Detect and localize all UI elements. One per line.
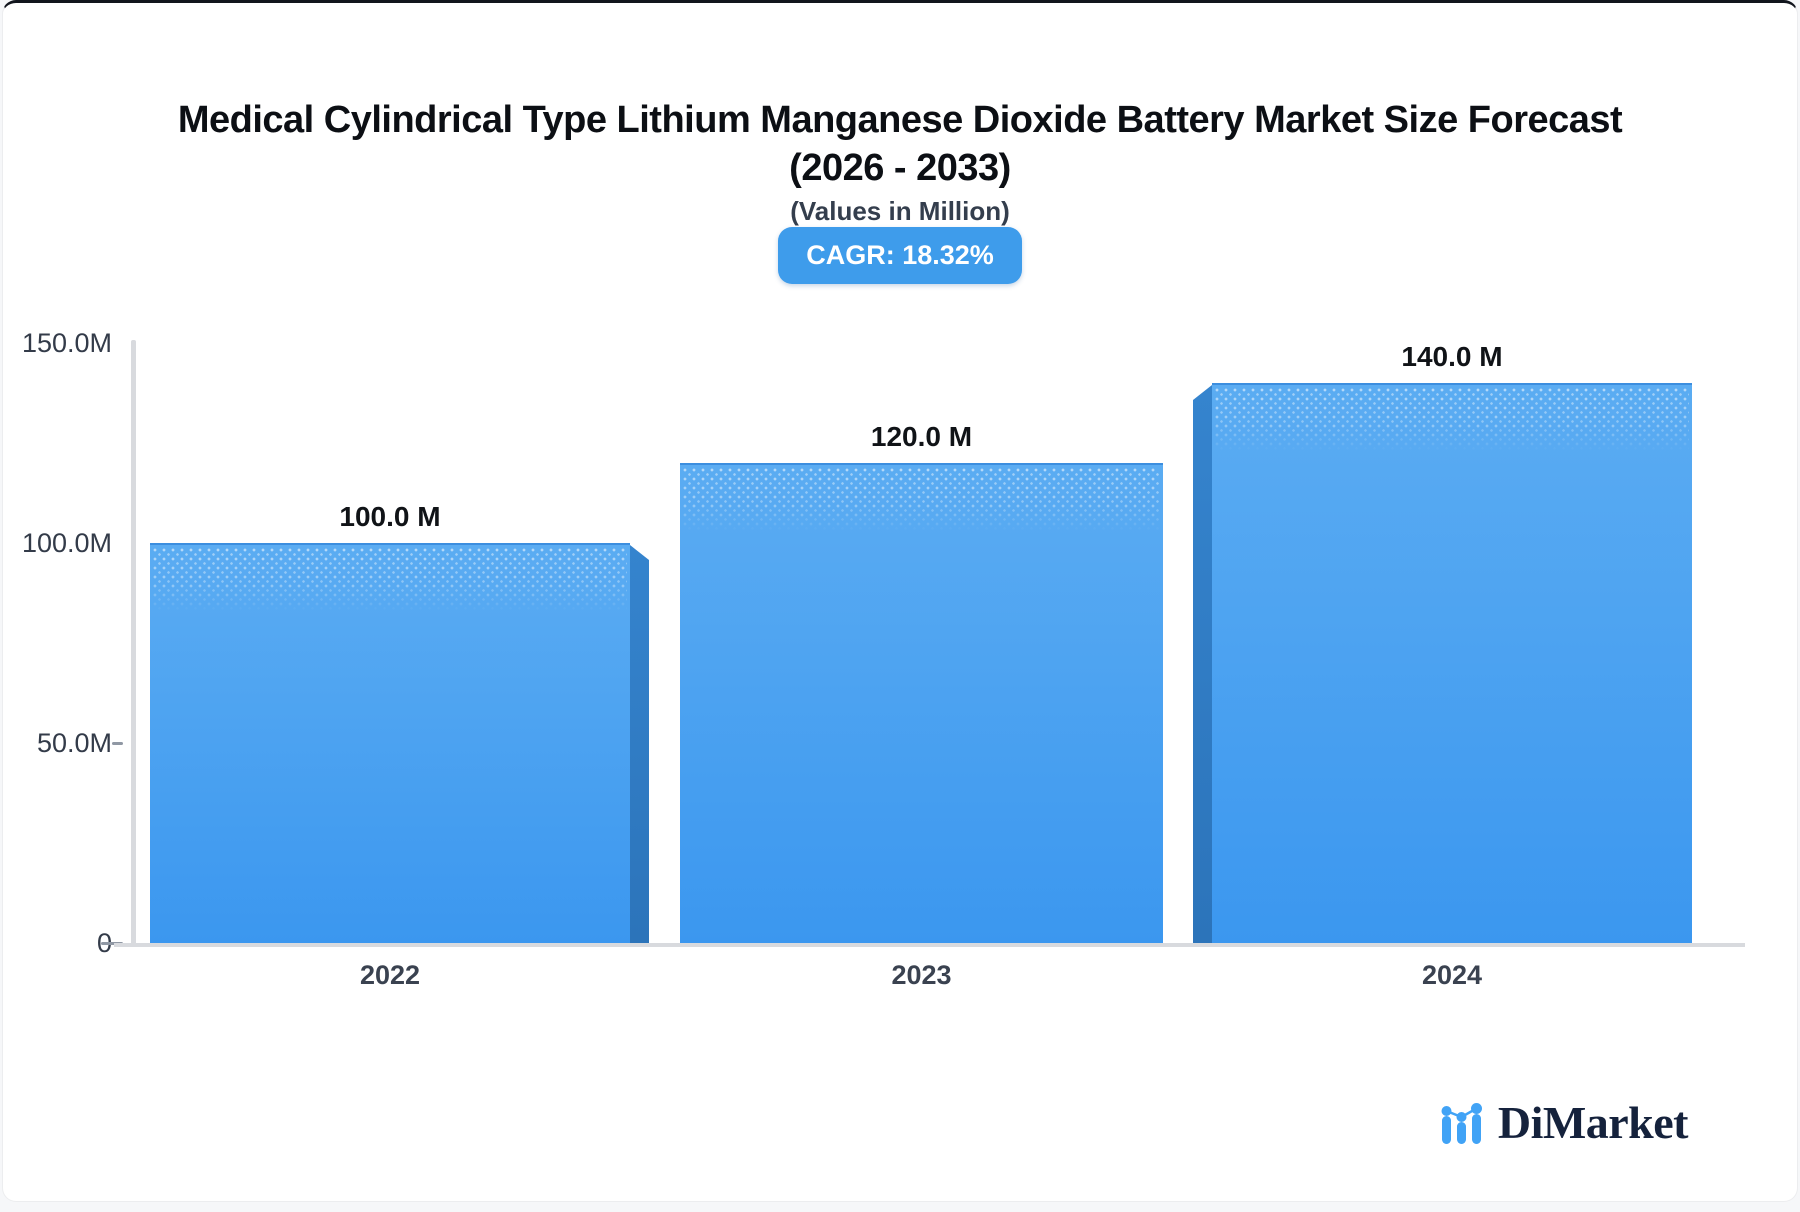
bar-2023: [680, 463, 1163, 943]
bar-top-dot-texture: [153, 548, 627, 612]
brand-logo: DiMarket: [1440, 1096, 1689, 1149]
y-axis-tick-label: 100.0M: [21, 528, 112, 558]
bar-value-label: 120.0 M: [870, 421, 973, 452]
chart-subtitle: (Values in Million): [790, 196, 1010, 226]
x-axis-tick-label: 2022: [359, 960, 421, 990]
bar-3d-side-face: [1193, 385, 1212, 943]
cagr-badge: CAGR: 18.32%: [778, 227, 1022, 284]
bar-top-dot-texture: [1215, 388, 1689, 452]
page-title-line2: (2026 - 2033): [789, 147, 1011, 189]
bar-2022: [150, 543, 649, 943]
brand-name: DiMarket: [1497, 1097, 1689, 1148]
page-title: Medical Cylindrical Type Lithium Mangane…: [0, 96, 1800, 192]
bar-3d-side-face: [630, 545, 649, 943]
page-title-line1: Medical Cylindrical Type Lithium Mangane…: [177, 99, 1623, 141]
x-axis-tick-label: 2023: [891, 960, 952, 990]
x-axis-tick-label: 2024: [1421, 960, 1483, 990]
y-axis-tick-label: 150.0M: [21, 328, 112, 358]
y-axis-tick-label: 50.0M: [36, 728, 112, 758]
y-axis-tick-dash: [101, 942, 123, 945]
bar-2024: [1193, 383, 1692, 943]
bar-top-dot-texture: [683, 468, 1160, 532]
bar-line-chart-logo-icon: [1441, 1102, 1482, 1144]
x-axis-baseline: [114, 943, 1745, 947]
bar-value-label: 100.0 M: [339, 501, 441, 532]
cagr-badge-container: CAGR: 18.32%: [0, 227, 1800, 284]
bar-value-label: 140.0 M: [1401, 341, 1503, 372]
y-axis-tick-label: 0: [0, 927, 112, 959]
y-axis-line: [131, 340, 136, 947]
y-axis-tick-dash: [112, 742, 123, 745]
